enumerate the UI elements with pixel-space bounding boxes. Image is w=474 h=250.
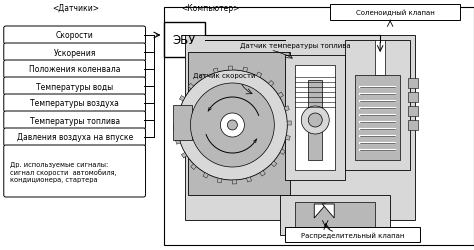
Polygon shape [314,204,326,218]
Bar [408,79,418,89]
Circle shape [191,84,274,167]
Polygon shape [268,81,274,87]
Polygon shape [243,68,247,72]
Polygon shape [260,171,265,176]
Bar [355,76,400,160]
Polygon shape [280,150,285,155]
Text: Скорости: Скорости [56,31,93,40]
Text: <Датчики>: <Датчики> [52,4,99,13]
Text: Соленоидный клапан: Соленоидный клапан [356,10,435,16]
Text: Датчик скорости: Датчик скорости [193,73,256,79]
FancyBboxPatch shape [4,27,146,45]
FancyBboxPatch shape [4,78,146,96]
Bar [408,106,418,117]
Polygon shape [285,136,290,141]
Bar [164,8,474,245]
FancyBboxPatch shape [4,146,146,197]
Text: Распределительный клапан: Распределительный клапан [301,231,404,238]
Bar [295,66,335,170]
FancyBboxPatch shape [4,128,146,146]
FancyBboxPatch shape [4,61,146,79]
Polygon shape [284,106,289,111]
Text: Температуры воздуха: Температуры воздуха [30,99,119,108]
Circle shape [228,120,237,130]
Polygon shape [180,96,185,102]
FancyBboxPatch shape [4,44,146,62]
Text: Др. используемые сигналы:
сигнал скорости  автомобиля,
кондиционера, стартера: Др. используемые сигналы: сигнал скорост… [10,161,117,182]
Polygon shape [213,69,218,74]
Polygon shape [322,204,334,218]
Polygon shape [182,153,187,158]
Text: Ускорения: Ускорения [54,48,96,57]
Polygon shape [246,177,252,182]
Bar [189,53,290,195]
Bar [285,227,420,242]
Polygon shape [174,110,179,115]
Circle shape [308,114,322,128]
Bar [345,41,410,170]
Bar [408,93,418,102]
Text: Температуры воды: Температуры воды [36,82,113,91]
FancyBboxPatch shape [4,94,146,112]
Polygon shape [232,180,237,184]
Polygon shape [228,67,232,71]
Polygon shape [203,173,209,178]
Bar [280,195,390,235]
Text: Температуры топлива: Температуры топлива [29,116,120,125]
Polygon shape [217,178,222,183]
Bar [330,5,460,21]
Text: Давления воздуха на впуске: Давления воздуха на впуске [17,133,133,142]
Polygon shape [287,122,292,126]
Text: Датчик температуры топлива: Датчик температуры топлива [240,43,351,49]
Polygon shape [278,93,283,98]
Text: <Компьютер>: <Компьютер> [181,4,240,13]
Polygon shape [271,162,277,167]
Polygon shape [256,73,262,78]
Text: ЭБУ: ЭБУ [173,34,196,47]
Polygon shape [200,74,205,80]
Circle shape [220,114,245,138]
Bar [164,23,205,58]
Bar [173,106,192,140]
Bar [408,120,418,130]
Polygon shape [188,84,193,89]
FancyBboxPatch shape [4,112,146,130]
Text: Положения коленвала: Положения коленвала [29,65,120,74]
Bar [308,81,322,160]
Bar [285,56,345,180]
Bar [375,41,385,76]
Polygon shape [175,140,181,145]
Text: <Исполнительные эл-ты>: <Исполнительные эл-ты> [337,4,443,13]
Circle shape [177,71,287,180]
Polygon shape [173,126,178,130]
Bar [185,36,415,220]
Polygon shape [191,164,196,170]
Bar [295,202,375,230]
Circle shape [301,106,329,134]
